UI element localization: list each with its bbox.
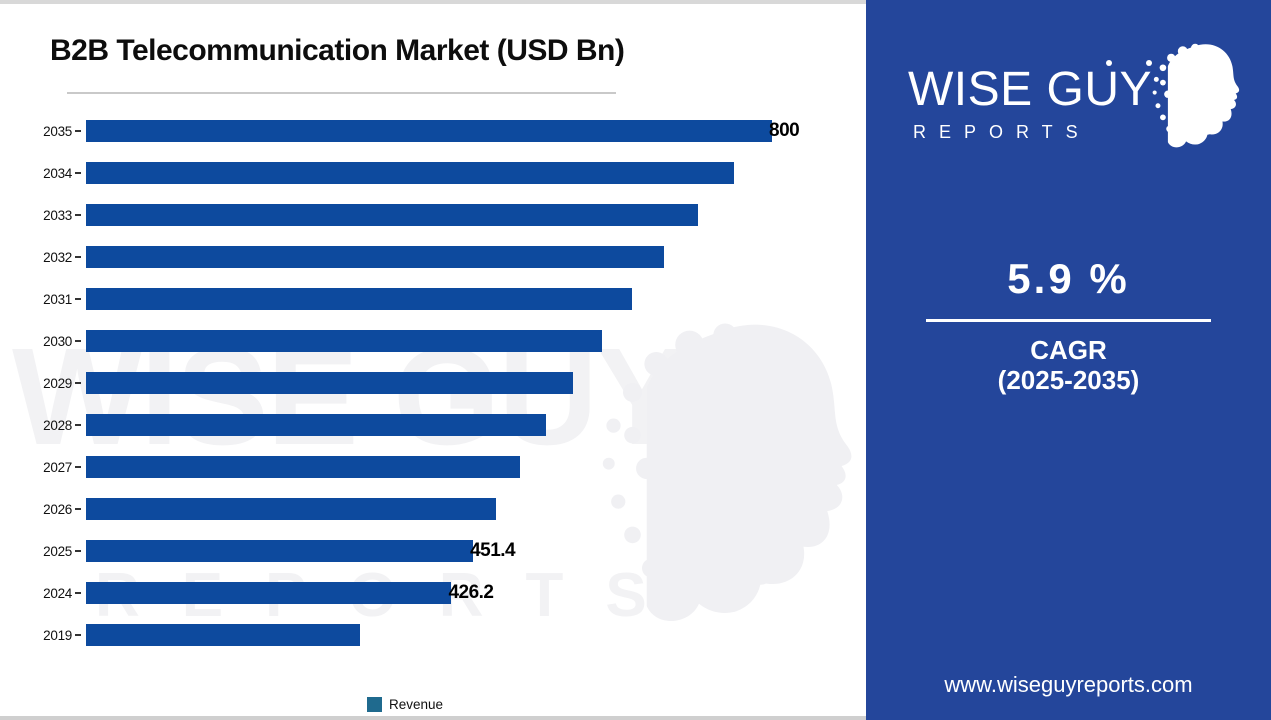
y-axis-tick	[75, 382, 81, 384]
chart-row-2027: 2027	[0, 446, 866, 488]
chart-title: B2B Telecommunication Market (USD Bn)	[50, 34, 625, 67]
bottom-border	[0, 716, 866, 720]
y-axis-label-2035: 2035	[43, 123, 72, 139]
chart-row-2031: 2031	[0, 278, 866, 320]
bar-value-label-2025: 451.4	[470, 540, 516, 561]
revenue-bar-2031	[86, 288, 632, 310]
revenue-bar-2019	[86, 624, 361, 646]
chart-row-2030: 2030	[0, 320, 866, 362]
revenue-bar-2028	[86, 414, 546, 436]
y-axis-label-2029: 2029	[43, 375, 72, 391]
y-axis-tick	[75, 508, 81, 510]
cagr-value: 5.9 %	[1007, 255, 1130, 302]
y-axis-tick	[75, 130, 81, 132]
revenue-bar-2035	[86, 120, 772, 142]
chart-row-2019: 2019	[0, 614, 866, 656]
y-axis-label-2024: 2024	[43, 585, 72, 601]
chart-row-2029: 2029	[0, 362, 866, 404]
title-underline	[67, 92, 616, 94]
chart-row-2028: 2028	[0, 404, 866, 446]
y-axis-tick	[75, 592, 81, 594]
revenue-bar-2034	[86, 162, 735, 184]
revenue-bar-2026	[86, 498, 496, 520]
chart-panel: B2B Telecommunication Market (USD Bn) WI…	[0, 0, 866, 720]
chart-row-2033: 2033	[0, 194, 866, 236]
legend-label-revenue: Revenue	[388, 697, 444, 712]
y-axis-label-2027: 2027	[43, 459, 72, 475]
chart-row-2032: 2032	[0, 236, 866, 278]
logo-dot-icon	[1106, 60, 1112, 66]
y-axis-tick	[75, 298, 81, 300]
chart-row-2026: 2026	[0, 488, 866, 530]
y-axis-label-2019: 2019	[43, 627, 72, 643]
cagr-label: CAGR	[1030, 335, 1107, 365]
y-axis-label-2032: 2032	[43, 249, 72, 265]
chart-row-2024: 2024 426.2	[0, 572, 866, 614]
revenue-bar-2029	[86, 372, 573, 394]
chart-row-2034: 2034	[0, 152, 866, 194]
cagr-period: (2025-2035)	[997, 364, 1140, 395]
bar-chart: 2035 800 2034 2033 2032 2031 2030 2029 2028 2027 2…	[0, 110, 866, 656]
y-axis-label-2025: 2025	[43, 543, 72, 559]
logo-wordmark: WISE GUY	[908, 63, 1153, 116]
y-axis-label-2026: 2026	[43, 501, 72, 517]
revenue-bar-2024	[86, 582, 452, 604]
y-axis-tick	[75, 634, 81, 636]
bar-value-label-2035: 800	[769, 120, 800, 141]
bar-value-label-2024: 426.2	[448, 582, 494, 603]
cagr-block: 5.9 % CAGR (2025-2035)	[866, 255, 1271, 396]
y-axis-tick	[75, 550, 81, 552]
chart-row-2025: 2025 451.4	[0, 530, 866, 572]
chart-row-2035: 2035 800	[0, 110, 866, 152]
revenue-bar-2033	[86, 204, 699, 226]
y-axis-tick	[75, 256, 81, 258]
sidebar: WISE GUY REPORTS 5.9 % CAGR (2025-2035) …	[866, 0, 1271, 720]
revenue-bar-2027	[86, 456, 521, 478]
y-axis-tick	[75, 172, 81, 174]
legend-swatch-revenue	[366, 697, 382, 712]
top-border	[0, 0, 866, 4]
y-axis-label-2030: 2030	[43, 333, 72, 349]
y-axis-tick	[75, 214, 81, 216]
y-axis-tick	[75, 466, 81, 468]
logo-dot-icon	[1146, 60, 1152, 66]
cagr-divider	[926, 319, 1211, 322]
revenue-bar-2032	[86, 246, 665, 268]
revenue-bar-2030	[86, 330, 602, 352]
y-axis-label-2031: 2031	[43, 291, 72, 307]
chart-legend: Revenue	[0, 697, 810, 712]
revenue-bar-2025	[86, 540, 474, 562]
website-url: www.wiseguyreports.com	[944, 672, 1193, 697]
wiseguy-logo-text: WISE GUY REPORTS	[908, 38, 1152, 143]
head-profile-logo-icon	[1152, 43, 1240, 148]
logo-subtext: REPORTS	[913, 122, 1091, 142]
y-axis-tick	[75, 340, 81, 342]
y-axis-label-2028: 2028	[43, 417, 72, 433]
y-axis-tick	[75, 424, 81, 426]
y-axis-label-2033: 2033	[43, 207, 72, 223]
y-axis-label-2034: 2034	[43, 165, 72, 181]
wiseguy-logo: WISE GUY REPORTS	[908, 38, 1250, 162]
